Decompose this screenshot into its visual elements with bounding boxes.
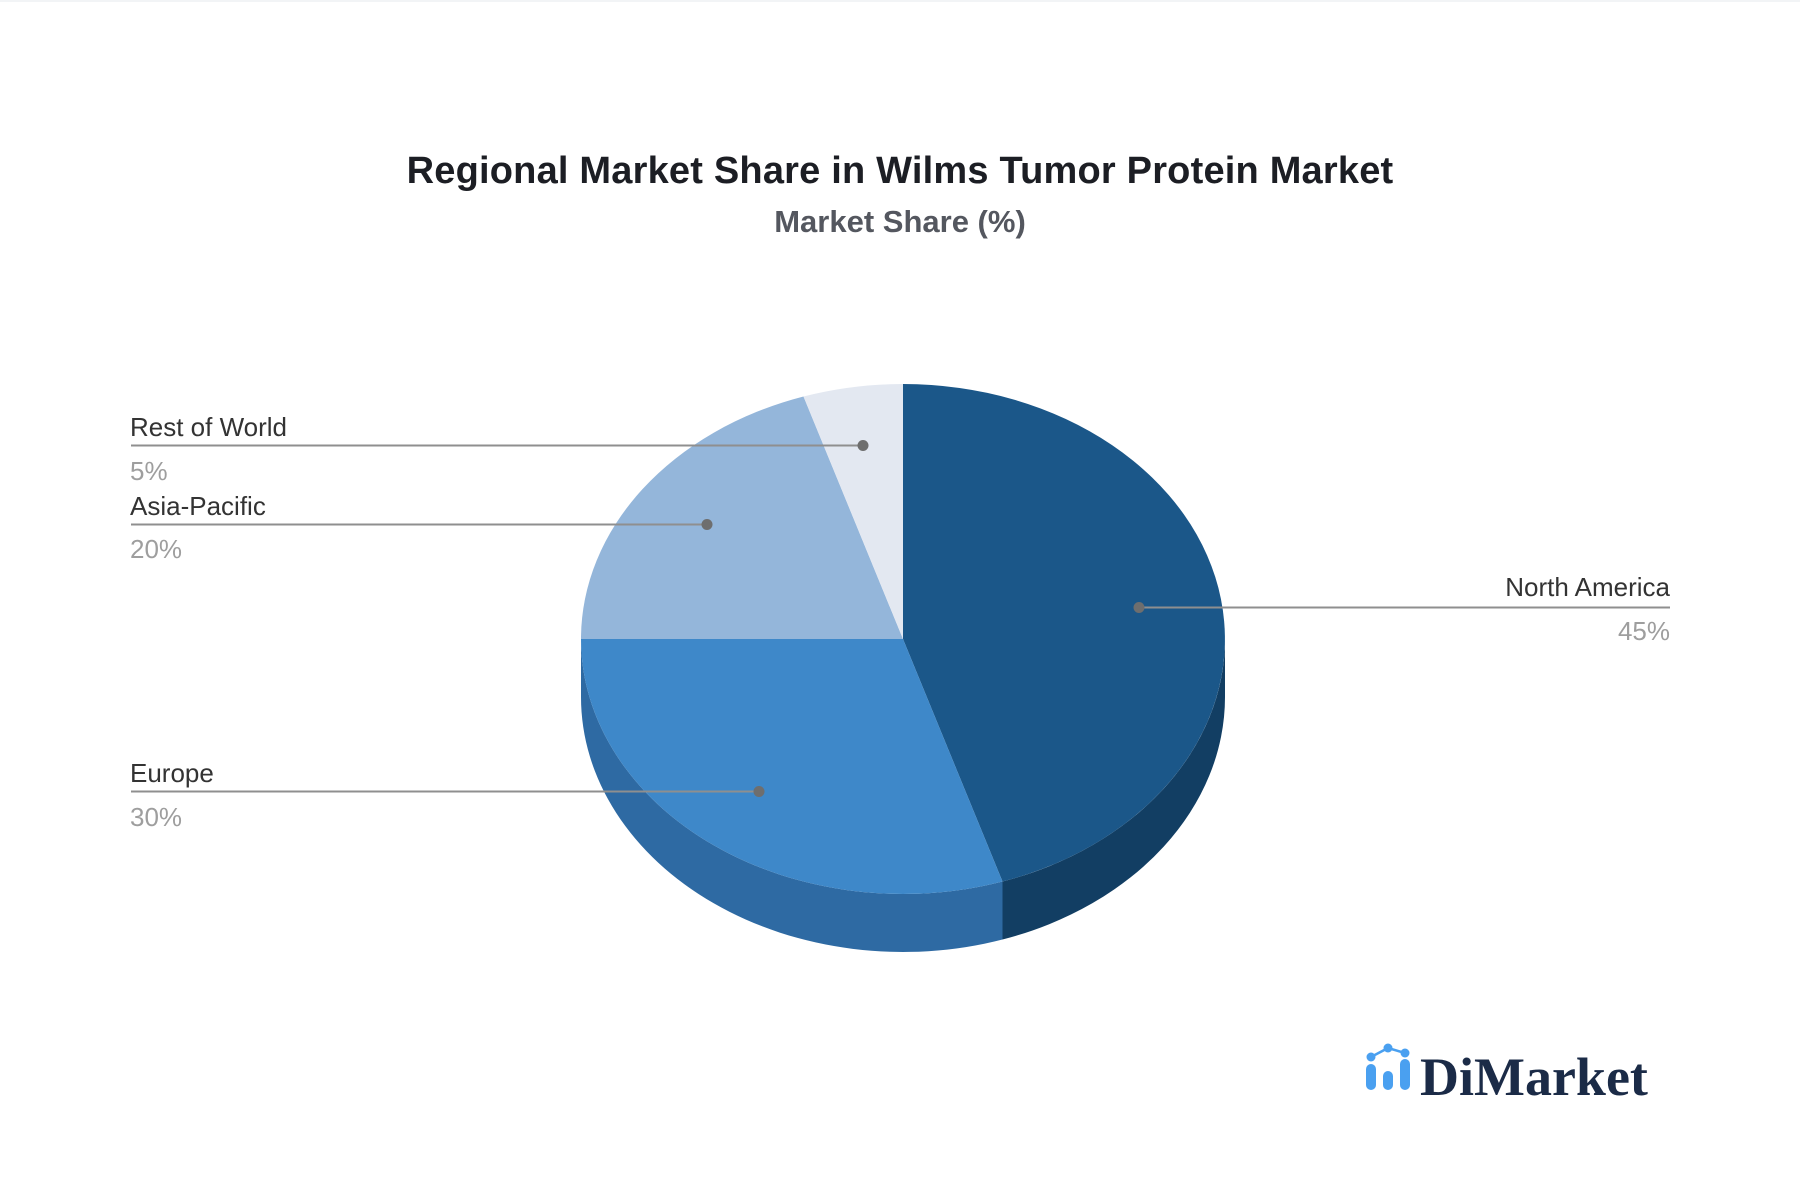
chart-subtitle: Market Share (%): [774, 204, 1026, 239]
leader-dot-asia-pacific: [701, 519, 713, 530]
pie-slice-rest-of-world: [803, 384, 903, 639]
callout-label-asia-pacific: Asia-Pacific: [130, 491, 266, 521]
pie-side-north-america: [1002, 639, 1225, 940]
chart-title: Regional Market Share in Wilms Tumor Pro…: [406, 150, 1394, 192]
pie-slice-north-america: [903, 384, 1225, 882]
callout-label-rest-of-world: Rest of World: [130, 412, 288, 442]
dimarket-logo-icon: [1366, 1043, 1410, 1090]
callout-value-north-america: 45%: [1617, 616, 1670, 646]
callout-value-asia-pacific: 20%: [130, 534, 183, 564]
callout-label-north-america: North America: [1505, 572, 1670, 602]
callout-value-rest-of-world: 5%: [130, 456, 168, 486]
leader-dot-rest-of-world: [857, 440, 869, 451]
pie-side-europe: [581, 639, 1003, 952]
leader-dot-europe: [753, 786, 765, 797]
pie-slice-asia-pacific: [581, 396, 903, 639]
dimarket-logo-text: DiMarket: [1420, 1047, 1648, 1107]
callout-label-europe: Europe: [130, 758, 214, 788]
callout-value-europe: 30%: [130, 802, 183, 832]
pie-slice-europe: [581, 639, 1003, 894]
leader-dot-north-america: [1133, 602, 1145, 613]
